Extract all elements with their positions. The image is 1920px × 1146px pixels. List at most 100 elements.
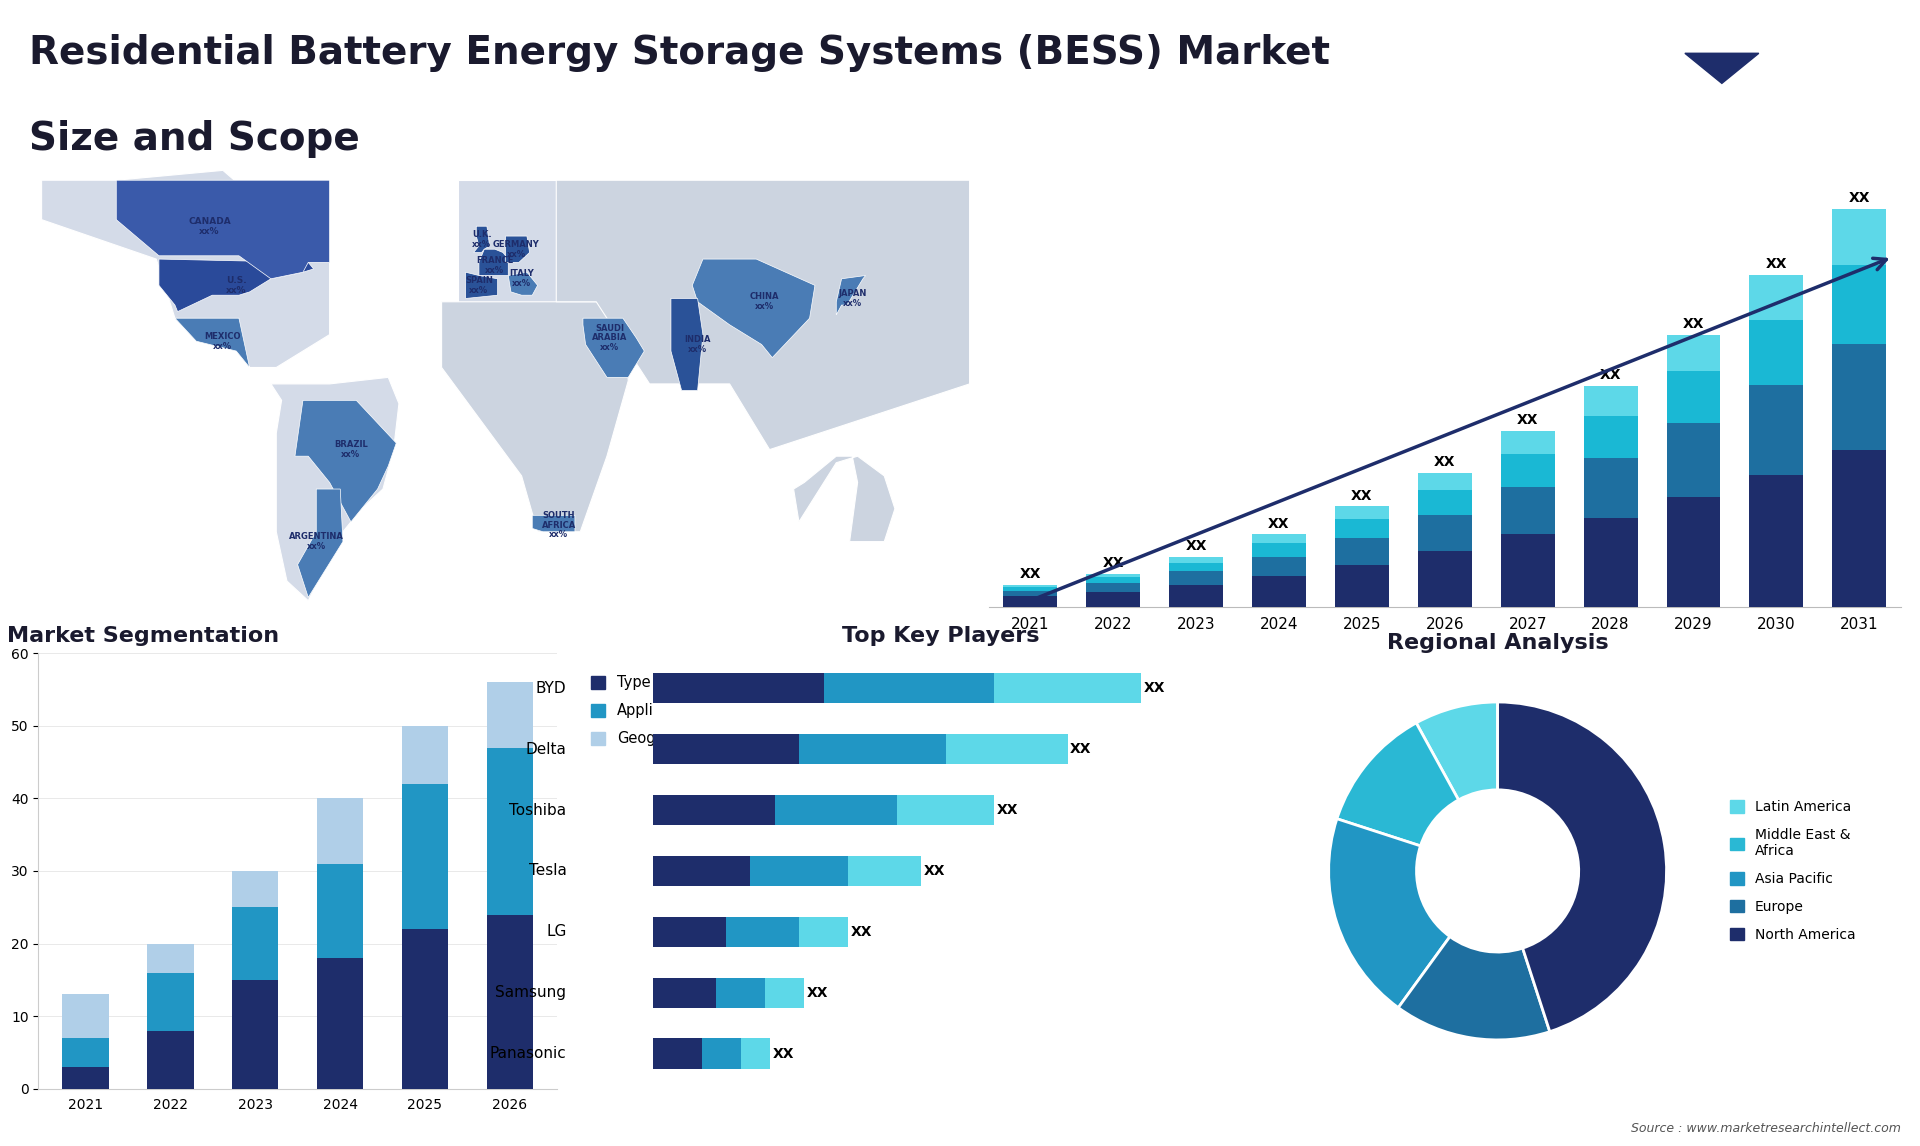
Text: ITALY
xx%: ITALY xx% bbox=[509, 269, 534, 288]
Bar bbox=[146, 943, 194, 973]
Text: MARKET: MARKET bbox=[1816, 37, 1864, 46]
Bar bbox=[1169, 557, 1223, 563]
Bar bbox=[799, 917, 849, 947]
Bar bbox=[61, 1067, 109, 1089]
Text: BRAZIL
xx%: BRAZIL xx% bbox=[334, 440, 369, 458]
Bar bbox=[653, 733, 799, 764]
Text: XX: XX bbox=[1144, 681, 1165, 696]
Bar bbox=[1417, 516, 1473, 551]
Bar bbox=[1334, 519, 1388, 537]
Bar bbox=[1004, 587, 1058, 590]
Text: XX: XX bbox=[1682, 317, 1705, 331]
Polygon shape bbox=[478, 249, 509, 275]
Polygon shape bbox=[670, 298, 703, 391]
Text: XX: XX bbox=[1102, 556, 1123, 570]
Bar bbox=[1749, 476, 1803, 607]
Bar bbox=[824, 673, 995, 704]
Polygon shape bbox=[837, 275, 866, 315]
Bar bbox=[1004, 590, 1058, 596]
Text: XX: XX bbox=[1434, 455, 1455, 469]
Bar bbox=[1584, 386, 1638, 416]
Polygon shape bbox=[509, 273, 538, 296]
Bar bbox=[1832, 265, 1885, 344]
Wedge shape bbox=[1329, 818, 1450, 1007]
Bar bbox=[776, 795, 897, 825]
Bar bbox=[716, 978, 764, 1008]
Bar bbox=[1334, 537, 1388, 565]
Polygon shape bbox=[296, 400, 396, 521]
Bar bbox=[1169, 563, 1223, 572]
Text: XX: XX bbox=[1269, 517, 1290, 531]
Bar bbox=[653, 1038, 701, 1069]
Bar bbox=[1501, 487, 1555, 534]
Bar bbox=[701, 1038, 741, 1069]
Text: Toshiba: Toshiba bbox=[509, 802, 566, 817]
Bar bbox=[401, 725, 449, 784]
Bar bbox=[751, 856, 849, 886]
Bar bbox=[1667, 423, 1720, 497]
Bar bbox=[61, 995, 109, 1038]
Text: Tesla: Tesla bbox=[528, 863, 566, 879]
Text: BYD: BYD bbox=[536, 681, 566, 696]
Text: XX: XX bbox=[1849, 191, 1870, 205]
Bar bbox=[1169, 572, 1223, 584]
Bar bbox=[1004, 596, 1058, 607]
Polygon shape bbox=[42, 171, 330, 368]
Text: Market Segmentation: Market Segmentation bbox=[8, 626, 280, 646]
Text: XX: XX bbox=[1020, 567, 1041, 581]
Bar bbox=[1667, 497, 1720, 607]
Bar bbox=[317, 864, 363, 958]
Text: XX: XX bbox=[1766, 258, 1788, 272]
Bar bbox=[317, 799, 363, 864]
Polygon shape bbox=[117, 180, 330, 278]
Polygon shape bbox=[474, 226, 490, 252]
Wedge shape bbox=[1498, 702, 1667, 1031]
Bar bbox=[947, 733, 1068, 764]
Bar bbox=[1832, 210, 1885, 265]
Text: MEXICO
xx%: MEXICO xx% bbox=[205, 332, 242, 351]
Bar bbox=[1087, 578, 1140, 582]
Bar bbox=[1584, 458, 1638, 518]
Bar bbox=[401, 929, 449, 1089]
Legend: Latin America, Middle East &
Africa, Asia Pacific, Europe, North America: Latin America, Middle East & Africa, Asi… bbox=[1724, 794, 1860, 948]
Bar bbox=[1501, 431, 1555, 454]
Text: XX: XX bbox=[1352, 488, 1373, 502]
Text: Samsung: Samsung bbox=[495, 986, 566, 1000]
Text: Residential Battery Energy Storage Systems (BESS) Market: Residential Battery Energy Storage Syste… bbox=[29, 34, 1331, 72]
Text: JAPAN
xx%: JAPAN xx% bbox=[837, 289, 866, 308]
Text: XX: XX bbox=[996, 803, 1018, 817]
Bar bbox=[1169, 584, 1223, 607]
Bar bbox=[146, 1030, 194, 1089]
Bar bbox=[1252, 576, 1306, 607]
Wedge shape bbox=[1398, 936, 1549, 1039]
Bar bbox=[653, 795, 776, 825]
Bar bbox=[1087, 591, 1140, 607]
Text: CANADA
xx%: CANADA xx% bbox=[188, 217, 230, 236]
Text: U.S.
xx%: U.S. xx% bbox=[227, 276, 246, 295]
Text: CHINA
xx%: CHINA xx% bbox=[749, 292, 780, 311]
Bar bbox=[1417, 551, 1473, 607]
Bar bbox=[1501, 454, 1555, 487]
Bar bbox=[849, 856, 922, 886]
Bar bbox=[764, 978, 804, 1008]
Polygon shape bbox=[298, 489, 344, 597]
Polygon shape bbox=[175, 319, 265, 384]
Bar bbox=[486, 747, 534, 915]
Polygon shape bbox=[693, 259, 814, 358]
Title: Regional Analysis: Regional Analysis bbox=[1386, 633, 1609, 653]
Text: SAUDI
ARABIA
xx%: SAUDI ARABIA xx% bbox=[591, 323, 628, 352]
Text: Delta: Delta bbox=[526, 741, 566, 756]
Bar bbox=[1334, 507, 1388, 519]
Bar bbox=[1004, 584, 1058, 587]
Bar bbox=[1417, 489, 1473, 516]
Polygon shape bbox=[584, 319, 645, 377]
Bar bbox=[1417, 473, 1473, 489]
Bar bbox=[232, 871, 278, 908]
Polygon shape bbox=[159, 259, 313, 312]
Wedge shape bbox=[1417, 702, 1498, 800]
Text: XX: XX bbox=[772, 1046, 793, 1061]
Polygon shape bbox=[532, 516, 574, 532]
Bar bbox=[799, 733, 947, 764]
Text: INDIA
xx%: INDIA xx% bbox=[684, 335, 710, 354]
Text: XX: XX bbox=[1517, 414, 1538, 427]
